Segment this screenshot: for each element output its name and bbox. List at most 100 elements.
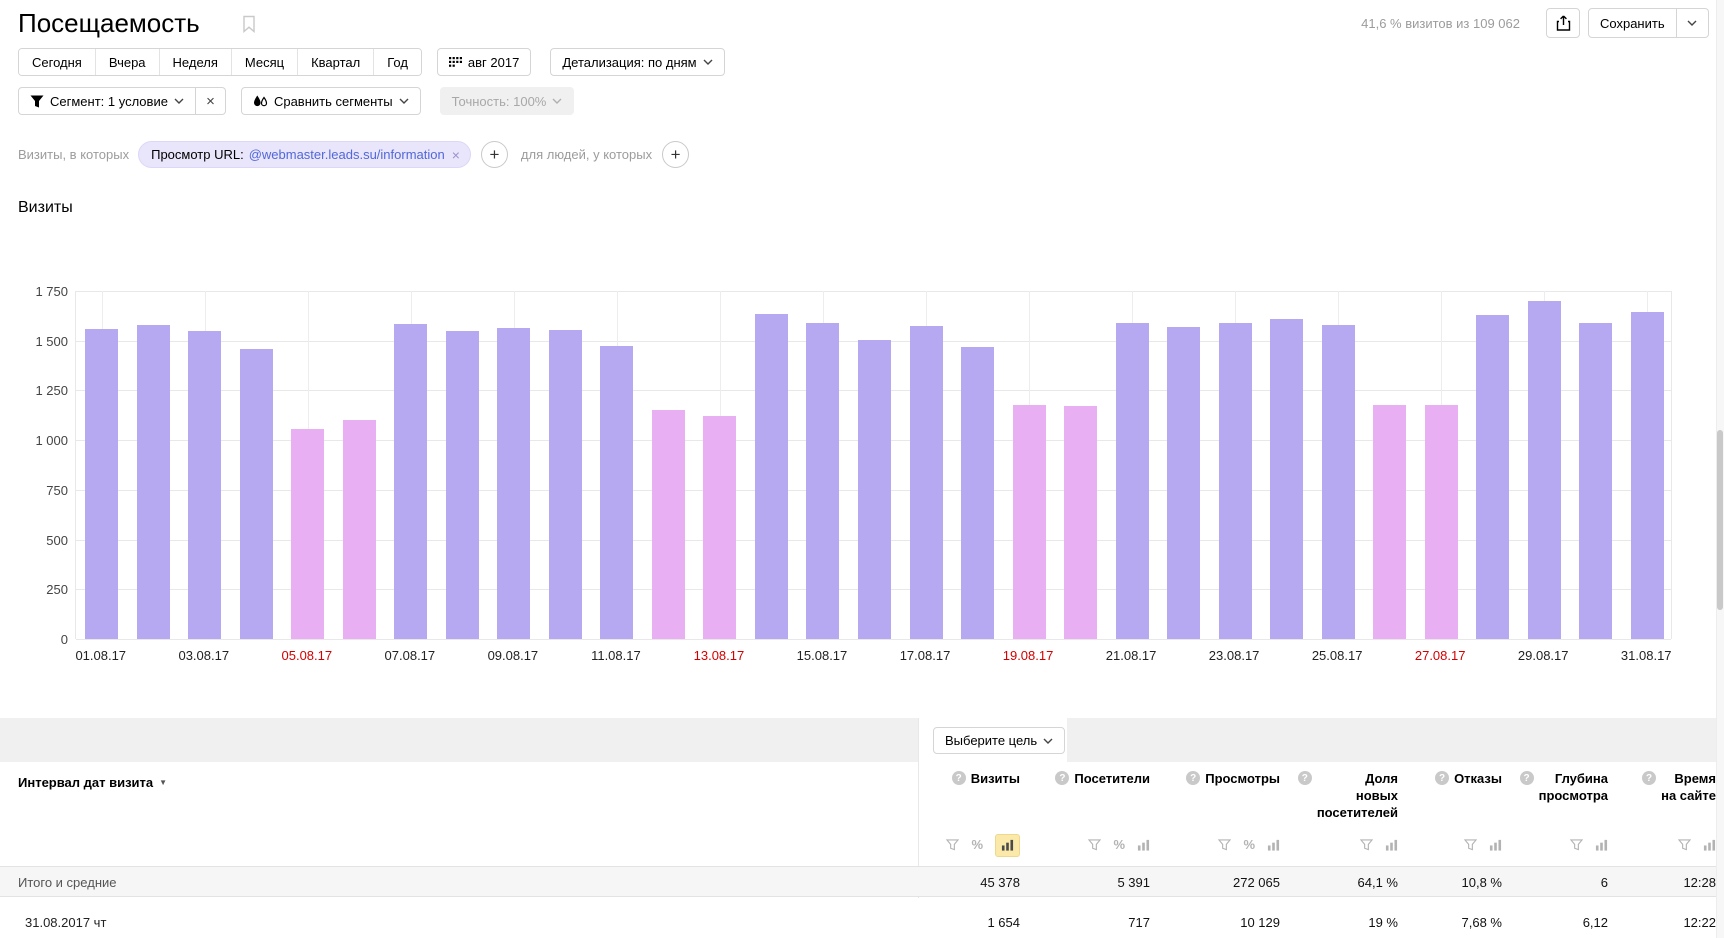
bar-05.08.17[interactable] [291, 429, 325, 639]
help-icon[interactable]: ? [1435, 771, 1450, 785]
bar-chart-sort-icon[interactable] [1001, 839, 1014, 851]
save-button[interactable]: Сохранить [1588, 8, 1677, 38]
bar-09.08.17[interactable] [497, 328, 531, 639]
add-people-condition-button[interactable]: + [662, 141, 690, 168]
bar-14.08.17[interactable] [754, 314, 788, 639]
bar-17.08.17[interactable] [909, 326, 943, 639]
help-icon[interactable]: ? [951, 771, 966, 785]
period-button-3[interactable]: Месяц [230, 49, 298, 75]
period-button-5[interactable]: Год [373, 49, 421, 75]
filter-icon[interactable] [1570, 839, 1583, 851]
filter-icon[interactable] [946, 839, 960, 851]
filter-icon[interactable] [1088, 839, 1102, 851]
bar-15.08.17[interactable] [806, 323, 840, 639]
filter-icon[interactable] [1360, 839, 1373, 851]
column-header-6: ? Время на сайте [1616, 770, 1724, 821]
bar-28.08.17[interactable] [1476, 315, 1510, 639]
active-sort-icon[interactable] [995, 833, 1020, 857]
bar-26.08.17[interactable] [1373, 405, 1407, 639]
bar-21.08.17[interactable] [1115, 323, 1149, 639]
save-dropdown-button[interactable] [1676, 8, 1709, 38]
bar-06.08.17[interactable] [342, 420, 376, 639]
bar-16.08.17[interactable] [858, 340, 891, 639]
column-tools-5 [1510, 833, 1616, 857]
bar-07.08.17[interactable] [394, 324, 428, 639]
metric-value[interactable]: 7,68 % [1461, 915, 1502, 930]
bar-19.08.17[interactable] [1012, 405, 1046, 639]
percent-icon[interactable]: % [971, 837, 983, 852]
bar-20.08.17[interactable] [1064, 406, 1098, 639]
bar-chart-sort-icon[interactable] [1137, 839, 1150, 851]
bar-chart-sort-icon[interactable] [1267, 839, 1280, 851]
period-button-1[interactable]: Вчера [94, 49, 159, 75]
scrollbar-thumb[interactable] [1717, 430, 1723, 610]
help-icon[interactable]: ? [1186, 771, 1201, 785]
metric-value[interactable]: 717 [1128, 915, 1150, 930]
bar-12.08.17[interactable] [651, 410, 685, 639]
metric-value[interactable]: 19 % [1368, 915, 1398, 930]
percent-icon[interactable]: % [1113, 837, 1125, 852]
choose-goal-button[interactable]: Выберите цель [933, 727, 1066, 754]
help-icon[interactable]: ? [1519, 771, 1534, 785]
filter-icon[interactable] [1464, 839, 1477, 851]
period-toolbar: Сегодня Вчера Неделя Месяц Квартал Год авг 20… [18, 48, 725, 76]
metric-value[interactable]: 1 654 [987, 915, 1020, 930]
precision-button[interactable]: Точность: 100% [439, 87, 575, 115]
metric-value[interactable]: 6,12 [1582, 915, 1608, 930]
compare-segments-button[interactable]: Сравнить сегменты [240, 87, 421, 115]
filter-icon[interactable] [1678, 839, 1691, 851]
bar-29.08.17[interactable] [1527, 301, 1561, 639]
chevron-down-icon [174, 98, 184, 104]
bar-chart-sort-icon[interactable] [1595, 839, 1608, 851]
metric-value[interactable]: 12:22 [1683, 915, 1716, 930]
filter-icon[interactable] [1218, 839, 1232, 851]
export-button[interactable] [1546, 8, 1580, 38]
help-icon[interactable]: ? [1297, 771, 1312, 785]
metric-value[interactable]: 10 129 [1240, 915, 1280, 930]
save-split-button: Сохранить [1588, 8, 1709, 38]
period-button-4[interactable]: Квартал [297, 49, 374, 75]
period-button-0[interactable]: Сегодня [19, 49, 95, 75]
bar-chart-sort-icon[interactable] [1703, 839, 1716, 851]
segment-button[interactable]: Сегмент: 1 условие [18, 87, 196, 115]
detail-dropdown-button[interactable]: Детализация: по дням [550, 48, 725, 76]
bar-30.08.17[interactable] [1579, 323, 1613, 639]
metric-value: 10,8 % [1461, 875, 1502, 890]
bar-02.08.17[interactable] [136, 325, 170, 639]
segment-clear-button[interactable]: × [195, 87, 226, 115]
add-visit-condition-button[interactable]: + [480, 141, 508, 168]
percent-icon[interactable]: % [1243, 837, 1255, 852]
x-tick-label-11.08.17: 11.08.17 [591, 648, 641, 663]
bar-25.08.17[interactable] [1321, 325, 1355, 639]
h-gridline [76, 291, 1671, 292]
bookmark-icon[interactable] [242, 15, 256, 33]
bar-chart-sort-icon[interactable] [1385, 839, 1398, 851]
bar-27.08.17[interactable] [1424, 405, 1458, 639]
calendar-button[interactable]: авг 2017 [436, 48, 532, 76]
metric-value: 12:28 [1683, 875, 1716, 890]
y-tick-label: 1 000 [35, 433, 68, 449]
url-filter-chip[interactable]: Просмотр URL: @webmaster.leads.su/inform… [138, 141, 471, 168]
bar-18.08.17[interactable] [961, 347, 995, 639]
chip-close-icon[interactable]: × [451, 146, 460, 163]
dimension-header[interactable]: Интервал дат визита ▼ [18, 775, 167, 790]
bar-13.08.17[interactable] [703, 416, 737, 639]
bar-04.08.17[interactable] [239, 349, 273, 639]
scrollbar-track[interactable] [1716, 0, 1724, 938]
help-icon[interactable]: ? [1642, 771, 1657, 785]
help-icon[interactable]: ? [1055, 771, 1070, 785]
bar-08.08.17[interactable] [445, 331, 479, 639]
period-button-2[interactable]: Неделя [158, 49, 231, 75]
bar-23.08.17[interactable] [1218, 323, 1252, 639]
bar-22.08.17[interactable] [1167, 327, 1201, 639]
bar-31.08.17[interactable] [1630, 312, 1664, 639]
bar-11.08.17[interactable] [600, 346, 634, 639]
bar-03.08.17[interactable] [188, 331, 222, 639]
bar-chart-sort-icon[interactable] [1489, 839, 1502, 851]
column-tools-3 [1288, 833, 1406, 857]
column-tools-1: % [1028, 833, 1158, 857]
bar-10.08.17[interactable] [548, 330, 582, 639]
bar-01.08.17[interactable] [85, 329, 119, 639]
bar-24.08.17[interactable] [1270, 319, 1304, 639]
